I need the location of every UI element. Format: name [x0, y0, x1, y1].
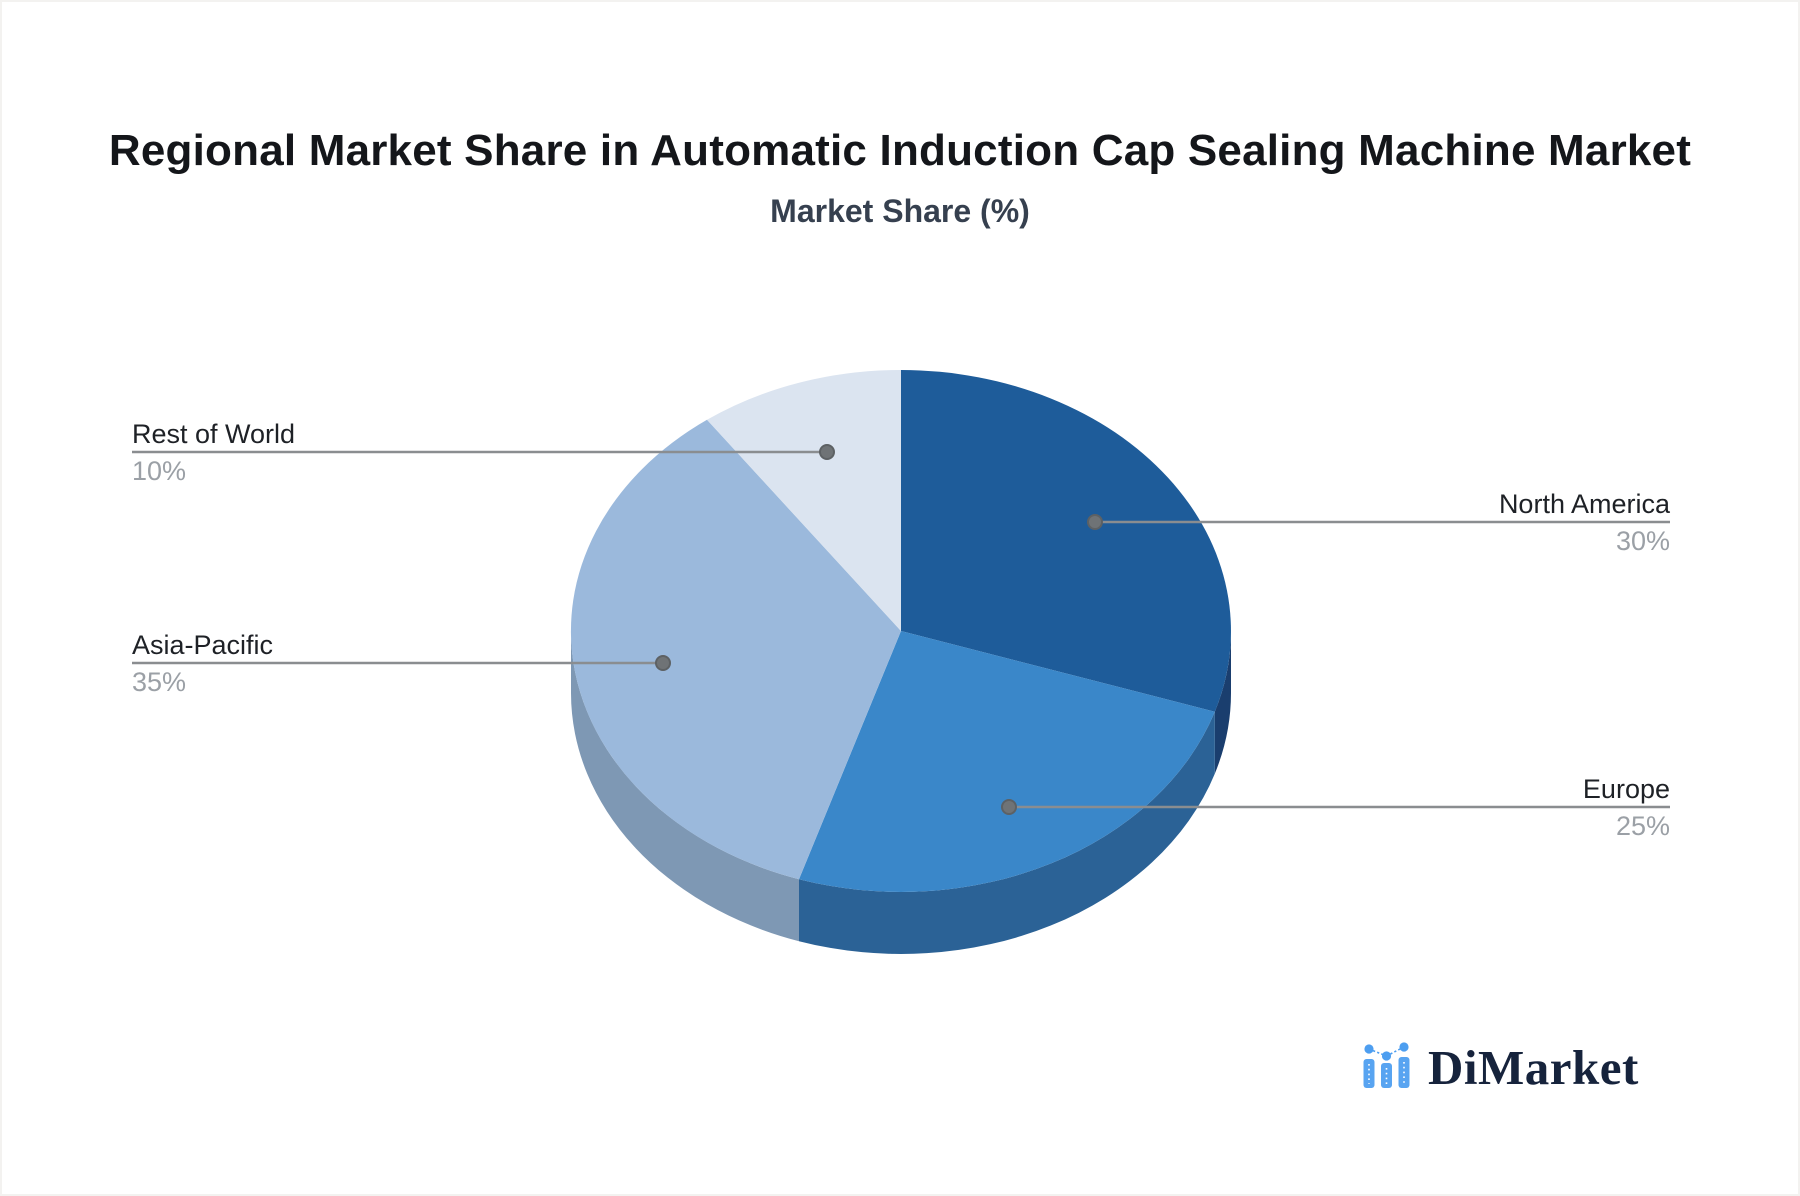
callout-percent: 25%	[1615, 811, 1670, 841]
bar-line-chart-icon	[1363, 1042, 1410, 1088]
pie-slice-rest-of-world	[707, 369, 901, 631]
callout-dot-europe	[1001, 799, 1017, 815]
dimarket-logo: DiMarket	[1362, 1038, 1639, 1096]
callout-asia-pacific: Asia-Pacific 35%	[132, 630, 273, 697]
callout-percent: 30%	[1615, 526, 1670, 556]
pie-slice-europe	[799, 631, 1215, 892]
pie-slice-north-america	[901, 370, 1231, 712]
chart-subtitle: Market Share (%)	[770, 193, 1030, 229]
callout-north-america: North America 30%	[1499, 489, 1670, 556]
callout-europe: Europe 25%	[1583, 774, 1670, 841]
callout-label: Asia-Pacific	[132, 630, 274, 660]
callout-label: Rest of World	[132, 419, 296, 449]
page-title: Regional Market Share in Automatic Induc…	[108, 126, 1692, 175]
callout-dot-asia-pacific	[655, 655, 671, 671]
callout-dot-rest-of-world	[819, 444, 835, 460]
callout-dot-north-america	[1087, 514, 1103, 530]
callout-label: Europe	[1582, 774, 1670, 804]
logo-text: DiMarket	[1428, 1039, 1639, 1095]
callout-label: North America	[1498, 489, 1670, 519]
pie-slice-side-north-america	[1214, 631, 1231, 774]
pie-slice-side-europe	[799, 711, 1215, 954]
callout-percent: 35%	[132, 667, 187, 697]
pie-slice-asia-pacific	[570, 419, 901, 880]
callout-rest-of-world: Rest of World 10%	[132, 419, 295, 486]
callout-percent: 10%	[132, 456, 187, 486]
pie-slice-side-asia-pacific	[571, 631, 799, 942]
